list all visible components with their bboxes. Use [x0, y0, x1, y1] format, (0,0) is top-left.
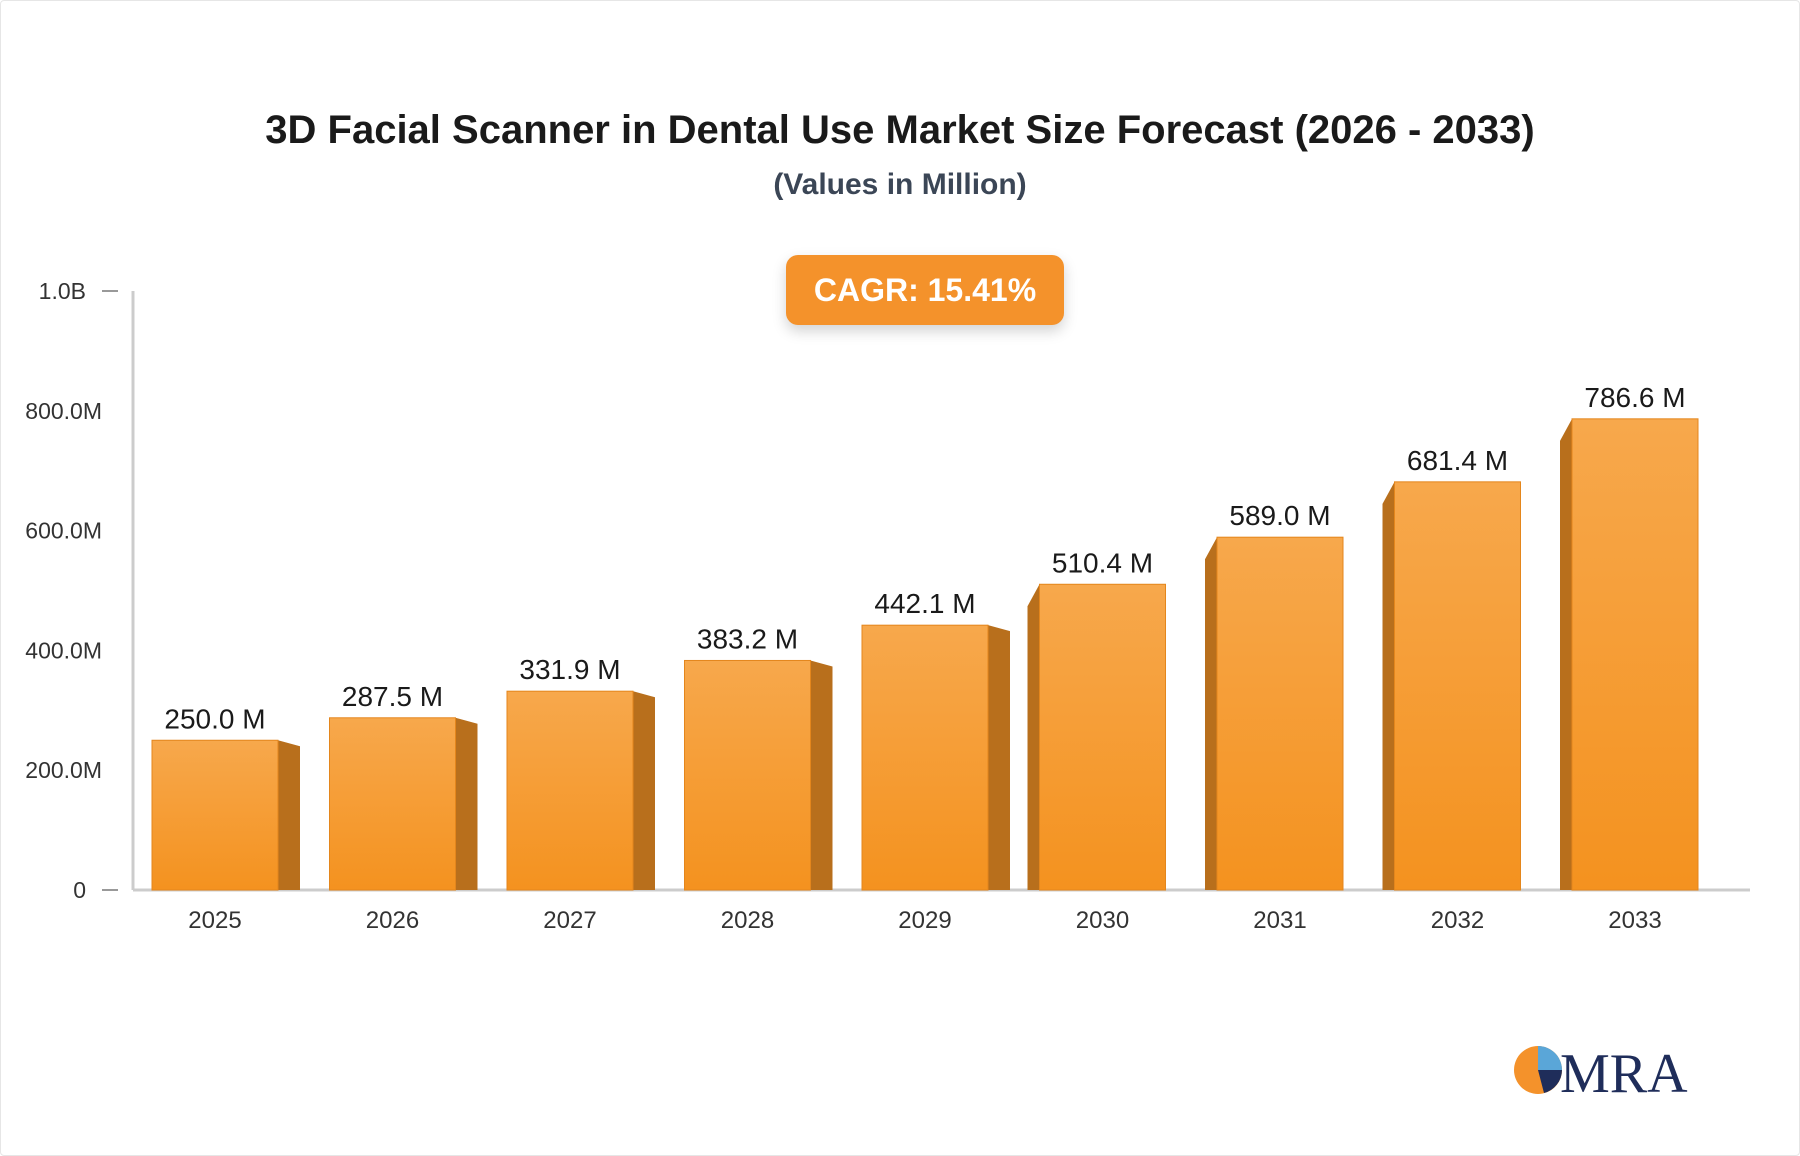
- bar-2027: [506, 690, 655, 891]
- value-label: 442.1 M: [874, 588, 975, 619]
- x-tick-label: 2029: [898, 907, 951, 934]
- bar-2032: [1382, 481, 1521, 891]
- bar-front-face: [1394, 481, 1521, 891]
- value-label: 250.0 M: [164, 703, 265, 734]
- value-label: 287.5 M: [342, 681, 443, 712]
- bar-2030: [1027, 583, 1166, 891]
- bar-front-face: [861, 624, 989, 891]
- value-label: 681.4 M: [1407, 445, 1508, 476]
- chart-title: 3D Facial Scanner in Dental Use Market S…: [265, 108, 1535, 152]
- bar-front-face: [1039, 583, 1166, 891]
- x-tick-label: 2033: [1608, 907, 1661, 934]
- y-tick-label: 400.0M: [25, 637, 102, 663]
- value-label: 510.4 M: [1052, 547, 1153, 578]
- logo-pie-icon: [1514, 1046, 1562, 1094]
- y-tick-label: 600.0M: [25, 518, 102, 544]
- bar-side-face: [278, 740, 300, 890]
- bars: [151, 418, 1699, 891]
- y-tick-label: 800.0M: [25, 398, 102, 424]
- bar-front-face: [151, 739, 279, 891]
- logo-text: MRA: [1560, 1043, 1688, 1098]
- cagr-badge: CAGR: 15.41%: [786, 255, 1064, 325]
- bar-2031: [1205, 536, 1344, 891]
- value-label: 331.9 M: [519, 654, 620, 685]
- bar-side-face: [1027, 584, 1040, 890]
- bar-side-face: [1560, 418, 1572, 890]
- x-tick-label: 2030: [1076, 907, 1129, 934]
- bar-2025: [151, 739, 300, 891]
- x-tick-label: 2025: [188, 907, 241, 934]
- bar-2026: [329, 717, 478, 891]
- bar-2033: [1560, 418, 1699, 891]
- bar-side-face: [1382, 481, 1395, 890]
- x-tick-label: 2028: [721, 907, 774, 934]
- bar-side-face: [455, 717, 478, 890]
- bar-side-face: [633, 691, 655, 890]
- value-label: 786.6 M: [1584, 382, 1685, 413]
- bar-2029: [861, 624, 1010, 891]
- bar-side-face: [810, 660, 833, 890]
- labels: 250.0 M 2025 287.5 M 2026 331.9 M 2027 383.2 M…: [164, 382, 1685, 934]
- bar-2028: [684, 659, 833, 891]
- x-tick-label: 2027: [543, 907, 596, 934]
- bar-front-face: [1571, 418, 1699, 891]
- bar-side-face: [988, 625, 1010, 890]
- x-tick-label: 2026: [366, 907, 419, 934]
- x-tick-label: 2032: [1431, 907, 1484, 934]
- x-tick-label: 2031: [1253, 907, 1306, 934]
- bar-front-face: [506, 690, 634, 891]
- y-tick-label: 1.0B: [39, 278, 86, 304]
- value-label: 589.0 M: [1229, 500, 1330, 531]
- bar-front-face: [329, 717, 456, 891]
- bar-front-face: [1216, 536, 1344, 891]
- chart-subtitle: (Values in Million): [773, 168, 1027, 201]
- value-label: 383.2 M: [697, 623, 798, 654]
- bar-side-face: [1205, 537, 1217, 890]
- bar-front-face: [684, 659, 811, 891]
- mra-logo: MRA: [1514, 1043, 1688, 1098]
- y-tick-label: 0: [73, 877, 86, 903]
- y-tick-label: 200.0M: [25, 757, 102, 783]
